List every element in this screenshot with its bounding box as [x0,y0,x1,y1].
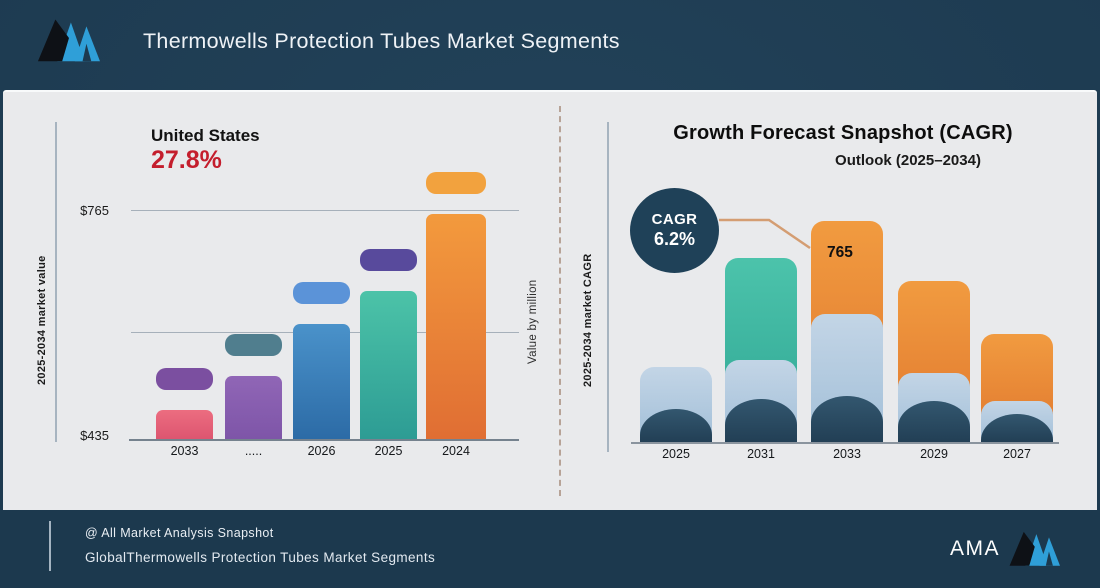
bar-cap-2024 [426,172,486,194]
left-ytick-435: $435 [80,428,109,443]
bar-data-label-765: 765 [827,244,853,261]
footer-divider [49,521,51,571]
footer: @ All Market Analysis Snapshot GlobalThe… [0,510,1100,588]
bar-2026 [293,324,350,439]
bar-2025 [360,291,417,439]
bar-2031-base-segment [725,399,797,442]
left-x-axis-line [129,439,519,441]
left-y-axis-title: 2025-2034 market value [36,255,48,385]
bar-cap-2033 [156,368,213,390]
right-x-label-2025: 2025 [662,447,690,461]
cagr-badge-value: 6.2% [653,229,696,249]
left-gridline-765 [131,210,519,211]
page-title: Thermowells Protection Tubes Market Segm… [143,29,620,53]
left-plot [129,92,521,439]
left-xaxis: 2033..... 2026 2025 2024 [129,444,521,462]
ama-mountain-logo-icon [37,19,100,62]
footer-report-title: GlobalThermowells Protection Tubes Marke… [85,550,436,565]
left-y-axis-line [55,122,57,442]
right-x-label-2033: 2033 [833,447,861,461]
right-x-axis-line [631,442,1059,444]
left-chart-highlight-value: 27.8% [151,146,222,174]
charts-panel: 2025-2034 market value United States 27.… [3,90,1097,512]
right-x-label-2027: 2027 [1003,447,1031,461]
left-x-label-.....: ..... [244,444,263,458]
bar-..... [225,376,282,439]
right-x-label-2031: 2031 [747,447,775,461]
right-y-axis-line [607,122,609,452]
ama-mountain-logo-icon [1009,531,1060,566]
left-chart-title: United States [151,126,260,145]
bar-cap-..... [225,334,282,356]
bar-2024 [426,214,486,439]
cagr-badge: CAGR 6.2% [630,188,719,273]
bar-2033-base-segment [811,396,883,442]
left-x-label-2026: 2026 [307,444,336,458]
right-plot [633,92,1057,442]
bar-2029-base-segment [898,401,970,442]
right-xaxis: 2025 2031 2033 2029 2027 [633,447,1057,465]
left-x-label-2025: 2025 [374,444,403,458]
right-x-label-2029: 2029 [920,447,948,461]
right-y-axis-title: 2025-2034 market CAGR [582,253,594,387]
bar-cap-2026 [293,282,350,304]
left-x-label-2024: 2024 [442,444,470,458]
bar-2033 [156,410,213,439]
left-ytick-765: $765 [80,203,109,218]
footer-brand-text: AMA [950,537,1001,560]
header: Thermowells Protection Tubes Market Segm… [0,0,1100,90]
footer-snapshot-text: @ All Market Analysis Snapshot [85,526,274,540]
right-chart-title: Growth Forecast Snapshot (CAGR) [673,122,1013,144]
left-x-label-2033: 2033 [170,444,199,458]
section-divider [559,106,561,496]
value-by-million-label: Value by million [527,279,539,365]
right-chart-subtitle: Outlook (2025–2034) [835,152,981,169]
bar-cap-2025 [360,249,417,271]
cagr-badge-label: CAGR [651,211,698,228]
